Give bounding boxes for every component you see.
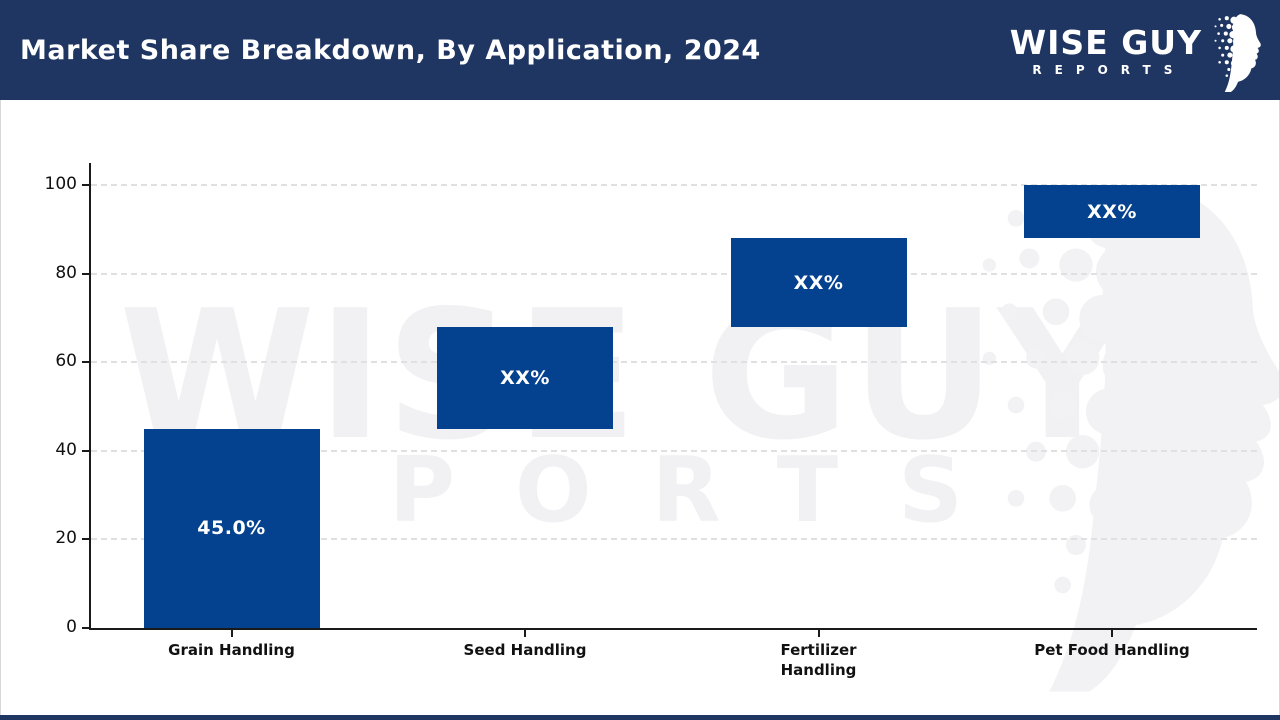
x-tick-mark-grain-handling — [230, 630, 233, 637]
bar-pet-food-handling: XX% — [1024, 185, 1200, 239]
logo-wordmark: WISE GUY — [1009, 22, 1202, 62]
bar-fertilizer-handling: XX% — [730, 238, 907, 327]
y-tick-label-0: 0 — [66, 617, 77, 637]
y-tick-mark-40 — [82, 449, 90, 452]
y-tick-mark-0 — [82, 627, 90, 629]
bar-seed-handling: XX% — [437, 326, 613, 429]
x-tick-label-fertilizer-handling: Fertilizer Handling — [780, 641, 857, 680]
footer-accent-bar — [0, 715, 1280, 720]
plot-area: 0 20 40 60 80 100 45.0% Grain Handling XX% Seed H… — [1, 100, 1279, 715]
y-tick-mark-100 — [82, 184, 90, 187]
y-tick-mark-80 — [82, 272, 90, 275]
y-tick-mark-60 — [82, 361, 90, 364]
y-axis-spine — [89, 163, 91, 630]
y-tick-label-100: 100 — [44, 174, 77, 195]
bar-grain-handling: 45.0% — [143, 428, 320, 628]
gridline-y-20 — [91, 538, 1257, 541]
x-tick-label-grain-handling: Grain Handling — [168, 641, 295, 659]
y-tick-label-80: 80 — [55, 262, 77, 283]
y-tick-mark-20 — [82, 538, 90, 541]
x-tick-label-pet-food-handling: Pet Food Handling — [1034, 641, 1190, 659]
y-tick-label-40: 40 — [55, 439, 77, 460]
chart-canvas: WISE GUY PORTS 0 20 40 60 80 100 45.0% Grain Ha… — [0, 100, 1280, 716]
x-tick-mark-pet-food-handling — [1111, 630, 1113, 637]
x-tick-mark-fertilizer-handling — [817, 630, 820, 637]
bar-value-label-fertilizer-handling: XX% — [793, 271, 844, 294]
bar-value-label-seed-handling: XX% — [500, 366, 550, 389]
gridline-y-100 — [91, 184, 1257, 187]
header-bar: Market Share Breakdown, By Application, … — [0, 0, 1280, 100]
y-tick-label-20: 20 — [55, 528, 77, 549]
dotted-head-logo-icon — [1214, 14, 1261, 92]
x-tick-label-seed-handling: Seed Handling — [463, 641, 587, 659]
gridline-y-80 — [91, 272, 1257, 275]
bar-value-label-grain-handling: 45.0% — [197, 517, 266, 540]
wise-guy-logo: WISE GUY REPORTS — [1010, 8, 1266, 94]
logo-subtitle: REPORTS — [1032, 62, 1186, 77]
bar-value-label-pet-food-handling: XX% — [1087, 200, 1137, 223]
x-axis-spine — [89, 628, 1257, 630]
logo-text: WISE GUY REPORTS — [1010, 26, 1202, 77]
gridline-y-40 — [91, 449, 1257, 452]
gridline-y-60 — [91, 361, 1257, 364]
y-tick-label-60: 60 — [55, 351, 77, 372]
x-tick-mark-seed-handling — [524, 630, 526, 637]
chart-title: Market Share Breakdown, By Application, … — [20, 34, 761, 66]
